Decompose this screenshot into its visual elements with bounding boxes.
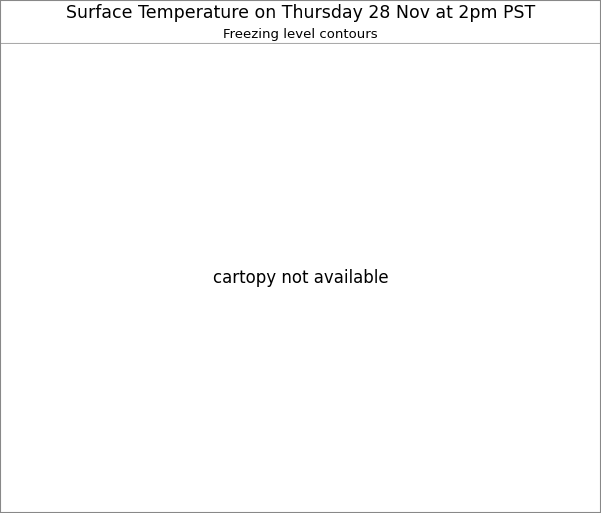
Text: Surface Temperature on Thursday 28 Nov at 2pm PST: Surface Temperature on Thursday 28 Nov a… <box>66 4 535 22</box>
Text: Freezing level contours: Freezing level contours <box>223 28 378 41</box>
Text: cartopy not available: cartopy not available <box>213 269 388 287</box>
